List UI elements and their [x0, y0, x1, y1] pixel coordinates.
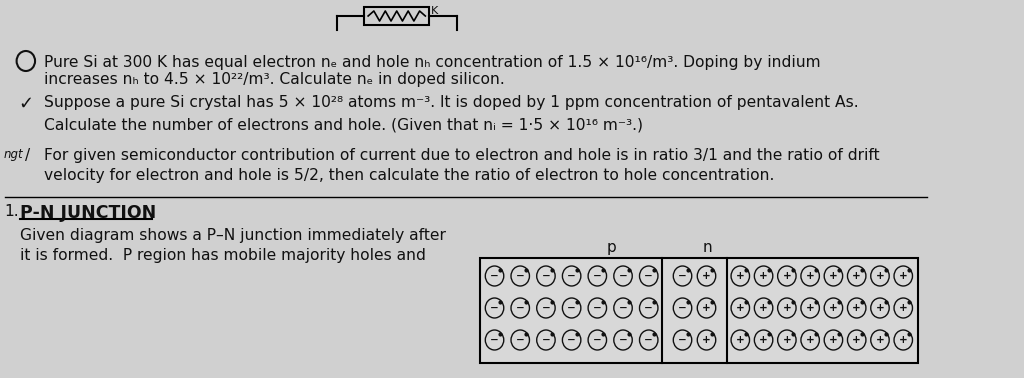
Text: +: +: [806, 335, 814, 345]
Text: −: −: [567, 335, 577, 345]
Text: +: +: [806, 271, 814, 281]
Text: ✓: ✓: [18, 95, 34, 113]
Text: 1.: 1.: [5, 204, 19, 219]
Text: Suppose a pure Si crystal has 5 × 10²⁸ atoms m⁻³. It is doped by 1 ppm concentra: Suppose a pure Si crystal has 5 × 10²⁸ a…: [44, 95, 859, 110]
Text: −: −: [678, 271, 687, 281]
Text: −: −: [618, 271, 628, 281]
Text: velocity for electron and hole is 5/2, then calculate the ratio of electron to h: velocity for electron and hole is 5/2, t…: [44, 168, 775, 183]
Text: +: +: [736, 303, 744, 313]
Text: +: +: [702, 303, 711, 313]
Text: −: −: [593, 335, 602, 345]
Text: +: +: [702, 335, 711, 345]
Text: +: +: [899, 335, 907, 345]
Text: +: +: [852, 335, 861, 345]
Text: −: −: [567, 271, 577, 281]
Text: −: −: [490, 335, 499, 345]
Text: K: K: [431, 6, 438, 16]
Text: −: −: [542, 303, 550, 313]
Text: p: p: [606, 240, 616, 255]
Text: ngt: ngt: [4, 148, 24, 161]
Text: Pure Si at 300 K has equal electron nₑ and hole nₕ concentration of 1.5 × 10¹⁶/m: Pure Si at 300 K has equal electron nₑ a…: [44, 55, 821, 70]
Bar: [480, 258, 919, 363]
Text: it is formed.  P region has mobile majority holes and: it is formed. P region has mobile majori…: [20, 248, 426, 263]
Text: −: −: [593, 303, 602, 313]
Text: −: −: [542, 335, 550, 345]
Text: +: +: [852, 271, 861, 281]
Text: Given diagram shows a P–N junction immediately after: Given diagram shows a P–N junction immed…: [20, 228, 446, 243]
Text: +: +: [899, 271, 907, 281]
Text: P-N JUNCTION: P-N JUNCTION: [20, 204, 157, 222]
Text: −: −: [542, 271, 550, 281]
Text: Calculate the number of electrons and hole. (Given that nᵢ = 1·5 × 10¹⁶ m⁻³.): Calculate the number of electrons and ho…: [44, 117, 643, 132]
Text: +: +: [759, 271, 768, 281]
Text: +: +: [736, 271, 744, 281]
Text: +: +: [782, 335, 792, 345]
Text: −: −: [516, 335, 524, 345]
Text: +: +: [829, 335, 838, 345]
Text: +: +: [806, 303, 814, 313]
Text: /: /: [25, 148, 30, 163]
Text: +: +: [899, 303, 907, 313]
Text: +: +: [876, 271, 885, 281]
Text: −: −: [618, 303, 628, 313]
Bar: [365, 7, 429, 25]
Text: For given semiconductor contribution of current due to electron and hole is in r: For given semiconductor contribution of …: [44, 148, 880, 163]
Text: +: +: [736, 335, 744, 345]
Text: n: n: [702, 240, 713, 255]
Text: −: −: [567, 303, 577, 313]
Text: +: +: [829, 303, 838, 313]
Text: −: −: [644, 303, 653, 313]
Text: −: −: [644, 271, 653, 281]
Text: +: +: [876, 303, 885, 313]
Text: −: −: [516, 271, 524, 281]
Text: −: −: [490, 271, 499, 281]
Text: −: −: [678, 335, 687, 345]
Text: −: −: [678, 303, 687, 313]
Text: +: +: [702, 271, 711, 281]
Text: −: −: [490, 303, 499, 313]
Text: −: −: [618, 335, 628, 345]
Text: +: +: [876, 335, 885, 345]
Text: −: −: [593, 271, 602, 281]
Text: increases nₕ to 4.5 × 10²²/m³. Calculate nₑ in doped silicon.: increases nₕ to 4.5 × 10²²/m³. Calculate…: [44, 72, 505, 87]
Text: +: +: [852, 303, 861, 313]
Text: −: −: [516, 303, 524, 313]
Text: +: +: [829, 271, 838, 281]
Text: +: +: [782, 303, 792, 313]
Text: −: −: [644, 335, 653, 345]
Text: +: +: [759, 335, 768, 345]
Text: +: +: [759, 303, 768, 313]
Text: +: +: [782, 271, 792, 281]
